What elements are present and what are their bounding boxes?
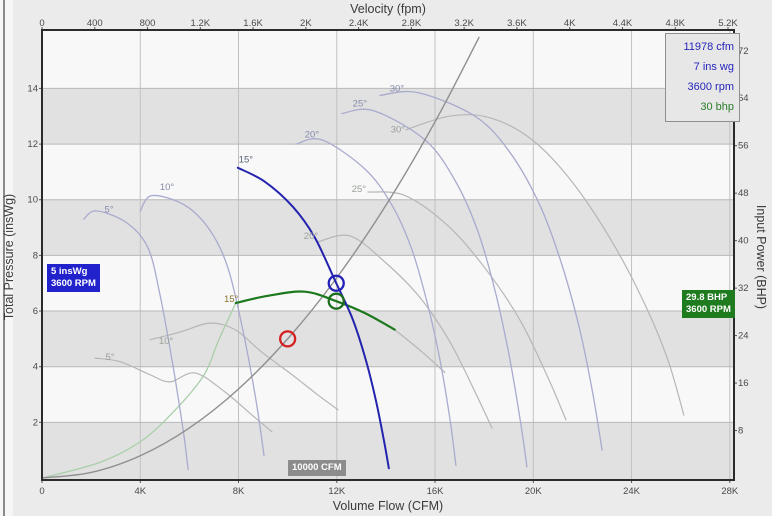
design-point-marker[interactable]	[278, 330, 297, 348]
flow-tick-label: 28K	[721, 486, 739, 497]
velocity-tick-label: 800	[140, 18, 156, 29]
velocity-tick-label: 2.4K	[349, 18, 369, 29]
bottom-axis-title: Volume Flow (CFM)	[332, 499, 444, 513]
top-axis-title: Velocity (fpm)	[350, 2, 426, 16]
pressure-badge: 5 insWg 3600 RPM	[47, 264, 100, 292]
flow-tick-label: 8K	[233, 486, 245, 497]
pressure-tick-label: 2	[33, 417, 38, 428]
power-badge: 29.8 BHP 3600 RPM	[682, 290, 735, 318]
pressure-curve-label-30deg: 30°	[390, 83, 405, 94]
velocity-tick-label: 1.2K	[191, 18, 211, 29]
pressure-curve-label-10deg: 10°	[160, 182, 175, 193]
left-axis-title: Total Pressure (insWg)	[2, 193, 16, 321]
duty-legend: 11978 cfm 7 ins wg 3600 rpm 30 bhp	[665, 33, 740, 122]
operating-point-marker[interactable]	[327, 274, 345, 292]
pressure-badge-line1: 5 insWg	[51, 266, 88, 277]
flow-tick-label: 20K	[525, 486, 543, 497]
power-tick-label: 56	[738, 141, 749, 152]
power-curve-5deg[interactable]	[94, 357, 273, 433]
plot-border	[41, 29, 735, 481]
velocity-tick-label: 4.8K	[665, 18, 685, 29]
power-curve-label-25deg: 25°	[352, 184, 367, 195]
flow-tick-label: 12K	[328, 486, 346, 497]
pressure-curve-label-20deg: 20°	[305, 129, 320, 140]
power-curve-label-10deg: 10°	[159, 336, 174, 347]
velocity-tick-label: 5.2K	[718, 18, 738, 29]
power-system-curve	[41, 302, 237, 479]
pressure-band	[42, 199, 734, 256]
velocity-tick-label: 2.8K	[402, 18, 422, 29]
power-tick-label: 16	[738, 378, 749, 389]
power-tick-label: 8	[738, 426, 743, 437]
velocity-tick-label: 2K	[300, 18, 312, 29]
legend-flow-value: 11978 cfm	[683, 41, 734, 53]
velocity-tick-label: 4.4K	[613, 18, 633, 29]
power-curve-10deg[interactable]	[149, 322, 339, 411]
flow-tick-label: 16K	[427, 486, 445, 497]
window-border	[3, 0, 5, 516]
pressure-tick-label: 6	[33, 306, 38, 317]
power-badge-line2: 3600 RPM	[686, 304, 731, 315]
pressure-curve-label-25deg: 25°	[353, 99, 368, 110]
power-tick-label: 40	[738, 236, 749, 247]
pressure-curve-25deg[interactable]	[341, 108, 528, 468]
pressure-tick-label: 4	[33, 362, 38, 373]
power-curve-label-30deg: 30°	[391, 125, 406, 136]
pressure-curve-10deg[interactable]	[139, 194, 265, 457]
power-curve-label-15deg: 15°	[224, 294, 239, 305]
power-point-marker[interactable]	[327, 292, 345, 310]
flow-tick-label: 0	[39, 486, 44, 497]
pressure-tick-label: 14	[27, 83, 38, 94]
power-curve-label-5deg: 5°	[105, 352, 114, 363]
selected-pressure-curve-15deg[interactable]	[236, 166, 390, 470]
pressure-tick-label: 12	[27, 139, 38, 150]
power-badge-line1: 29.8 BHP	[686, 292, 728, 303]
power-tick-label: 64	[738, 93, 749, 104]
velocity-tick-label: 0	[39, 18, 44, 29]
velocity-tick-label: 3.2K	[454, 18, 474, 29]
pressure-tick-label: 8	[33, 250, 38, 261]
power-curve-30deg[interactable]	[405, 114, 685, 416]
pressure-curve-5deg[interactable]	[83, 210, 189, 471]
velocity-tick-label: 1.6K	[243, 18, 263, 29]
velocity-tick-label: 3.6K	[507, 18, 527, 29]
flow-tick-label: 24K	[623, 486, 641, 497]
right-axis-title: Input Power (BHP)	[754, 204, 768, 310]
pressure-band	[42, 311, 734, 367]
pressure-badge-line2: 3600 RPM	[51, 278, 96, 289]
power-curve-15deg-beyond-selection[interactable]	[394, 329, 446, 373]
power-curve-label-20deg: 20°	[304, 231, 319, 242]
legend-speed-value: 3600 rpm	[687, 81, 734, 93]
velocity-tick-label: 400	[87, 18, 103, 29]
pressure-band	[42, 422, 734, 480]
power-tick-label: 24	[738, 331, 749, 342]
pressure-tick-label: 10	[27, 195, 38, 206]
pressure-curve-30deg[interactable]	[379, 90, 603, 451]
legend-pressure-value: 7 ins wg	[693, 61, 734, 73]
flow-tick-label: 4K	[134, 486, 146, 497]
power-tick-label: 72	[738, 46, 749, 57]
velocity-tick-label: 4K	[564, 18, 576, 29]
pressure-curve-20deg[interactable]	[295, 138, 457, 467]
flow-badge: 10000 CFM	[288, 460, 346, 476]
power-curve-20deg[interactable]	[317, 234, 493, 429]
legend-power-value: 30 bhp	[700, 101, 734, 113]
pressure-curve-label-5deg: 5°	[105, 204, 114, 215]
selected-power-curve-15deg[interactable]	[234, 290, 396, 331]
power-tick-label: 48	[738, 188, 749, 199]
power-curve-25deg[interactable]	[367, 191, 567, 421]
power-tick-label: 32	[738, 283, 749, 294]
pressure-curve-label-15deg: 15°	[239, 154, 254, 165]
